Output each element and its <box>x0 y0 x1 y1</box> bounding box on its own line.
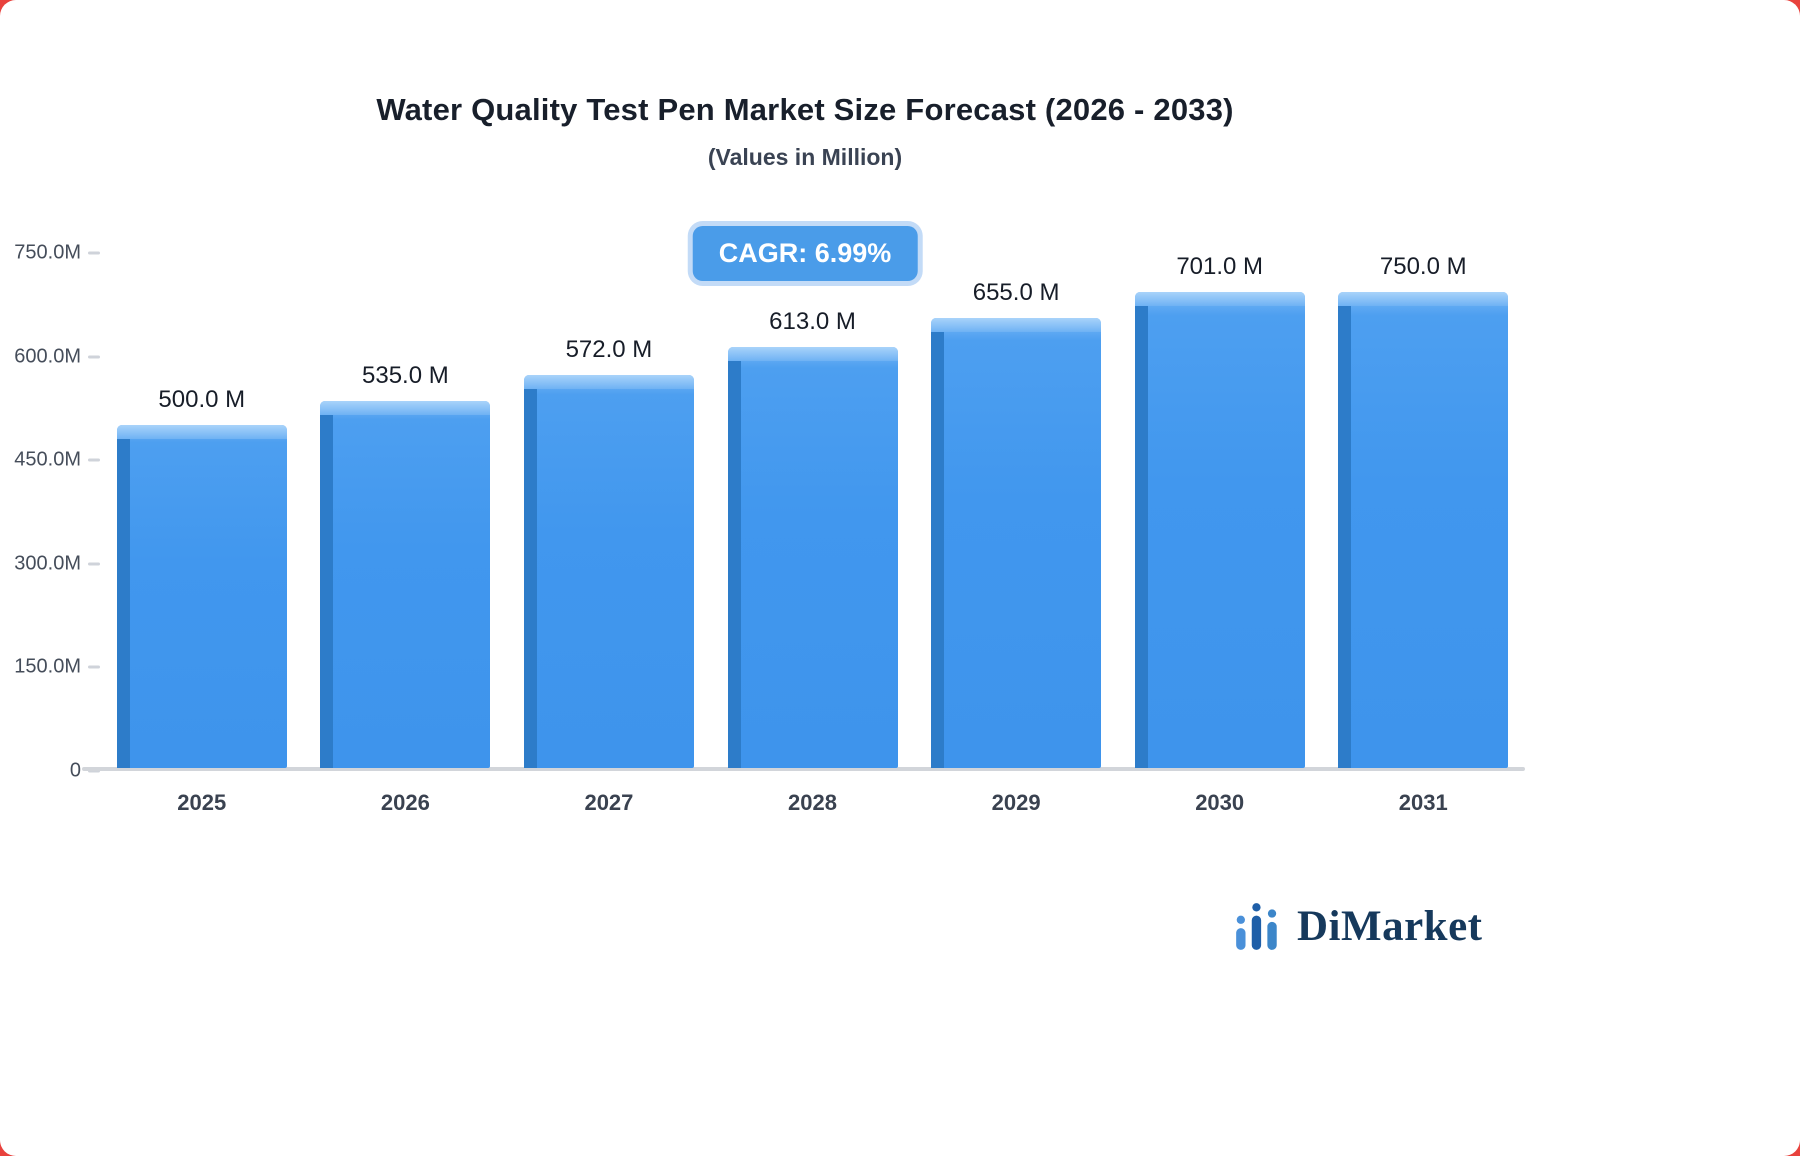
y-tick-label: 750.0M <box>14 241 81 264</box>
y-tick: 750.0M <box>14 242 100 265</box>
x-axis-label: 2025 <box>177 790 227 815</box>
y-tick-mark <box>88 251 100 255</box>
bar-group: 572.0 M 2027 <box>507 253 711 815</box>
x-axis-label: 2031 <box>1398 790 1448 815</box>
bar-value-label: 655.0 M <box>972 279 1060 307</box>
bar-value-label: 572.0 M <box>565 336 653 364</box>
bar-group: 500.0 M 2025 <box>100 253 304 815</box>
chart-subtitle: (Values in Million) <box>707 144 903 170</box>
y-tick-label: 0 <box>69 759 81 782</box>
x-axis-label: 2027 <box>584 790 634 815</box>
bar-value-label: 701.0 M <box>1176 253 1264 280</box>
bar-value-label: 613.0 M <box>769 308 856 336</box>
bar-2029 <box>931 318 1102 768</box>
x-axis-label: 2029 <box>991 790 1041 815</box>
logo-text: DiMarket <box>1297 902 1483 950</box>
cagr-badge: CAGR: 6.99% <box>692 226 918 281</box>
y-tick-mark <box>88 769 100 773</box>
y-tick-label: 450.0M <box>14 448 81 471</box>
y-tick-label: 300.0M <box>14 552 81 575</box>
bar-group: 613.0 M 2028 <box>711 253 915 815</box>
dimarket-logo: DiMarket <box>1232 900 1483 952</box>
bar-2031 <box>1338 292 1509 768</box>
x-axis-label: 2026 <box>380 790 430 815</box>
bar-2026 <box>320 400 491 769</box>
chart-title: Water Quality Test Pen Market Size Forec… <box>376 92 1234 127</box>
y-tick-mark <box>88 458 100 462</box>
x-axis-line <box>82 767 1525 771</box>
bar-2030 <box>1134 292 1305 768</box>
y-tick: 600.0M <box>14 345 100 368</box>
bar-group: 535.0 M 2026 <box>304 253 508 815</box>
bar-group: 701.0 M 2030 <box>1118 253 1322 815</box>
chart-header: Water Quality Test Pen Market Size Forec… <box>0 0 1610 171</box>
bar-value-label: 750.0 M <box>1379 253 1467 280</box>
y-tick: 150.0M <box>14 656 100 679</box>
y-axis: 750.0M 600.0M 450.0M 300.0M 150.0M 0 <box>0 242 100 782</box>
bar-2028 <box>727 347 898 768</box>
y-tick-mark <box>88 665 100 669</box>
bar-2027 <box>523 375 694 768</box>
bar-group: 750.0 M 2031 <box>1321 253 1525 815</box>
y-tick-mark <box>88 562 100 566</box>
x-axis-label: 2028 <box>788 790 837 815</box>
bar-2025 <box>116 424 287 769</box>
bar-chart-logo-icon <box>1236 903 1277 950</box>
y-tick: 0 <box>70 760 100 783</box>
y-tick-label: 600.0M <box>14 345 81 368</box>
y-tick-label: 150.0M <box>14 655 81 678</box>
y-tick: 300.0M <box>14 552 100 575</box>
bar-group: 655.0 M 2029 <box>914 253 1118 815</box>
x-axis-label: 2030 <box>1195 790 1245 815</box>
bar-value-label: 535.0 M <box>362 361 449 389</box>
y-tick: 450.0M <box>14 449 100 472</box>
cagr-badge-label: CAGR: 6.99% <box>718 238 892 268</box>
chart-area: 750.0M 600.0M 450.0M 300.0M 150.0M 0 500.0 M 2… <box>0 242 1525 815</box>
plot-area: 500.0 M 2025 535.0 M 2026 572.0 M 2027 613.0 M… <box>82 253 1525 815</box>
y-tick-mark <box>88 355 100 359</box>
bar-value-label: 500.0 M <box>158 385 246 413</box>
